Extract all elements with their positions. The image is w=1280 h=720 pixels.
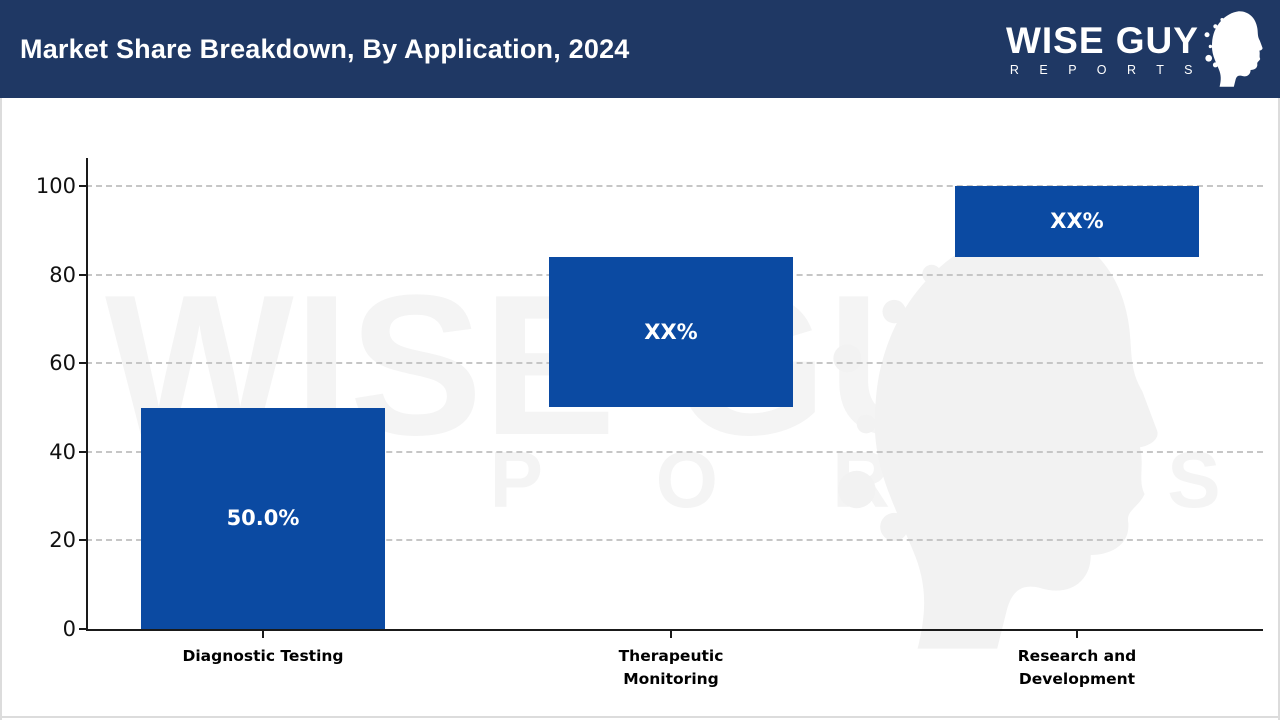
x-axis-tick xyxy=(262,631,264,638)
bar-segment: 50.0% xyxy=(141,407,385,629)
x-axis-tick xyxy=(1076,631,1078,638)
bar-value-label: 50.0% xyxy=(226,506,300,531)
y-axis-tick xyxy=(79,273,86,276)
y-axis-tick xyxy=(79,362,86,365)
logo-text: WISE GUY R E P O R T S xyxy=(1004,22,1201,77)
category-label-line: Therapeutic xyxy=(618,647,724,665)
y-axis-tick xyxy=(79,450,86,453)
bar-value-label: XX% xyxy=(644,320,698,345)
logo-wordmark: WISE GUY xyxy=(1005,19,1199,61)
category-label: Diagnostic Testing xyxy=(103,645,423,668)
bar-value-label: XX% xyxy=(1050,209,1104,234)
logo-head-icon xyxy=(1204,11,1263,87)
y-axis-tick-label: 40 xyxy=(49,439,76,464)
category-label-line: Research and xyxy=(1017,647,1137,665)
header: Market Share Breakdown, By Application, … xyxy=(0,0,1280,98)
category-label-line: Monitoring xyxy=(623,670,719,688)
y-axis-tick-label: 20 xyxy=(49,528,76,553)
chart-area: WISE GUY R E P O R T S 02040608010050.0%… xyxy=(0,98,1280,720)
page-border-right xyxy=(1278,98,1280,720)
bar-segment: XX% xyxy=(955,186,1199,257)
chart-title: Market Share Breakdown, By Application, … xyxy=(20,33,630,64)
watermark-head-icon xyxy=(833,227,1158,649)
wise-guy-logo: WISE GUY R E P O R T S xyxy=(1004,8,1264,90)
x-axis-line xyxy=(86,629,1263,631)
gridline xyxy=(86,539,1263,542)
y-axis-tick-label: 60 xyxy=(49,351,76,376)
gridline xyxy=(86,185,1263,187)
y-axis-tick xyxy=(79,539,86,542)
category-label: Research and Development xyxy=(917,645,1237,691)
x-axis-tick xyxy=(670,631,672,638)
page-border-bottom xyxy=(0,716,1280,718)
y-axis-tick-label: 100 xyxy=(35,174,76,198)
category-label-line: Diagnostic Testing xyxy=(182,647,344,665)
page-border-left xyxy=(0,98,2,720)
y-axis-line xyxy=(86,158,88,631)
bar-segment: XX% xyxy=(549,256,793,408)
category-label: Therapeutic Monitoring xyxy=(511,645,831,691)
y-axis-tick xyxy=(79,185,86,187)
category-label-line: Development xyxy=(1018,670,1136,688)
logo-subtitle: R E P O R T S xyxy=(1009,62,1201,77)
gridline xyxy=(86,450,1263,453)
y-axis-tick xyxy=(79,628,86,630)
y-axis-tick-label: 80 xyxy=(49,262,76,287)
y-axis-tick-label: 0 xyxy=(62,617,76,641)
